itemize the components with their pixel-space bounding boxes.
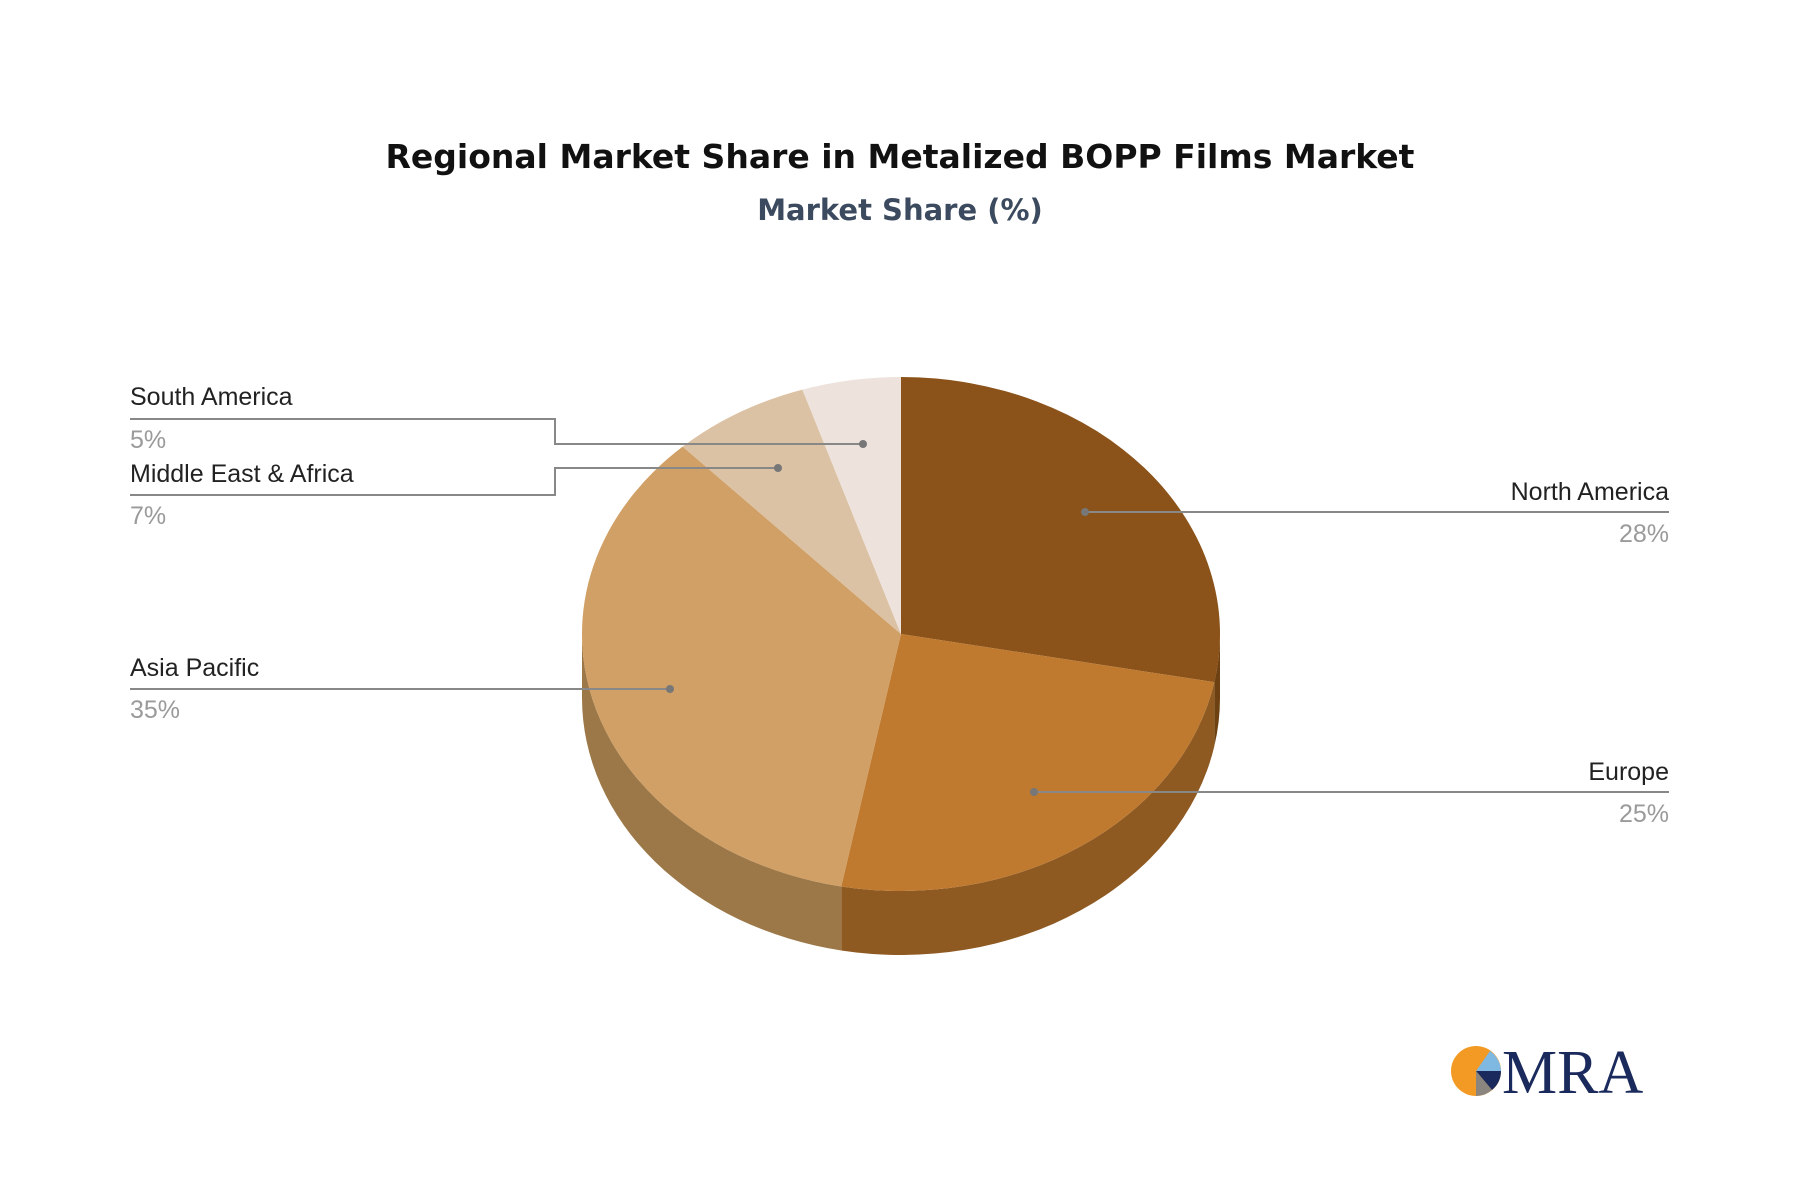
slice-value: 28% <box>1619 520 1669 548</box>
label-middle-east-africa: Middle East & Africa 7% <box>130 460 782 530</box>
slice-label: Europe <box>1588 758 1669 786</box>
slice-value: 35% <box>130 696 180 724</box>
chart-subtitle: Market Share (%) <box>757 193 1043 227</box>
label-asia-pacific: Asia Pacific 35% <box>130 654 674 724</box>
slice-side-asia-pacific <box>582 634 842 951</box>
chart-title: Regional Market Share in Metalized BOPP … <box>386 137 1415 176</box>
leader-dot <box>666 685 674 693</box>
slice-label: Asia Pacific <box>130 654 259 682</box>
slice-middle-east-africa <box>682 389 901 634</box>
slice-label: Middle East & Africa <box>130 460 354 488</box>
leader-dot <box>1081 508 1089 516</box>
slice-label: South America <box>130 383 293 411</box>
leader-line <box>130 467 778 496</box>
pie-slices <box>582 377 1220 891</box>
slice-asia-pacific <box>582 446 901 887</box>
slice-value: 5% <box>130 426 166 454</box>
slice-south-america <box>802 377 901 634</box>
slice-side-europe <box>841 682 1215 955</box>
slice-side-north-america <box>1214 634 1220 747</box>
slice-value: 7% <box>130 502 166 530</box>
leader-dot <box>859 440 867 448</box>
mra-logo: MRA <box>1451 1039 1643 1107</box>
pie-sides <box>582 634 1220 955</box>
label-europe: Europe 25% <box>1030 758 1669 828</box>
leader-line <box>130 418 863 445</box>
label-north-america: North America 28% <box>1081 478 1669 548</box>
slice-value: 25% <box>1619 800 1669 828</box>
slice-north-america <box>901 377 1220 683</box>
label-south-america: South America 5% <box>130 383 867 454</box>
slice-label: North America <box>1511 478 1669 506</box>
leader-dot <box>1030 788 1038 796</box>
logo-text: MRA <box>1502 1039 1643 1107</box>
leader-dot <box>774 464 782 472</box>
slice-europe <box>841 634 1215 891</box>
